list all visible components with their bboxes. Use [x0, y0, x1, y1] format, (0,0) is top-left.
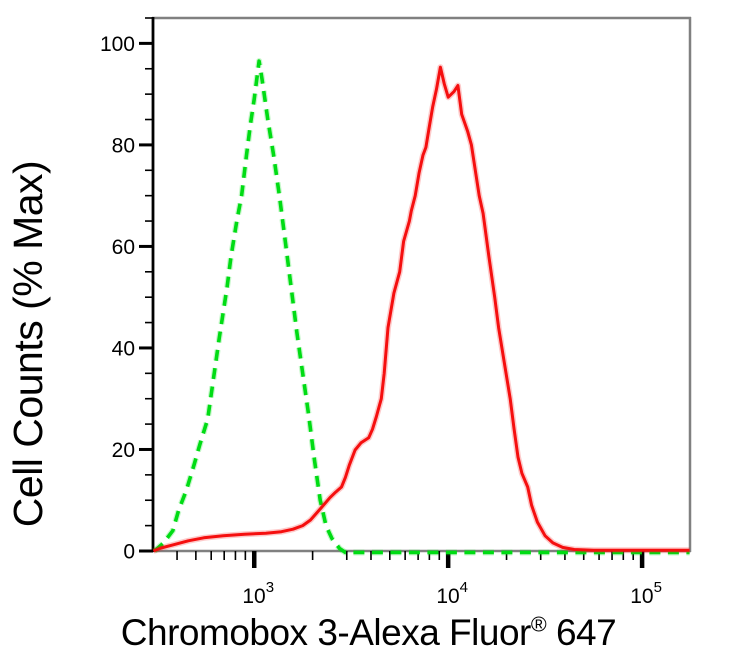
- y-tick-label: 40: [112, 337, 135, 360]
- x-axis-title-suffix: 647: [546, 612, 617, 653]
- negative-control-unstained-halo: [152, 58, 690, 556]
- x-axis-title-main: Chromobox 3-Alexa Fluor: [120, 612, 532, 653]
- plot-frame: [151, 16, 692, 553]
- y-tick-label: 60: [112, 236, 135, 259]
- y-axis-title: Cell Counts (% Max): [5, 160, 51, 528]
- y-tick-label: 20: [112, 439, 135, 462]
- x-tick-label: 104: [436, 579, 468, 608]
- x-tick-label: 105: [630, 579, 662, 608]
- negative-control-unstained-curve: [153, 59, 690, 555]
- y-tick-label: 80: [112, 134, 135, 157]
- histogram-curves: [152, 58, 690, 556]
- x-tick-label: 103: [242, 579, 274, 608]
- axis-ticks: [139, 17, 645, 568]
- tick-labels: 0 20 40 60 80 100 103 104 105: [100, 33, 662, 608]
- x-axis-title: Chromobox 3-Alexa Fluor® 647: [0, 612, 737, 654]
- y-tick-label: 0: [123, 541, 135, 564]
- chromobox3-alexa-fluor-647-stained-curve: [152, 65, 690, 553]
- y-tick-label: 100: [100, 33, 135, 56]
- chromobox3-alexa-fluor-647-stained-halo: [152, 64, 690, 554]
- registered-trademark-symbol: ®: [530, 612, 547, 637]
